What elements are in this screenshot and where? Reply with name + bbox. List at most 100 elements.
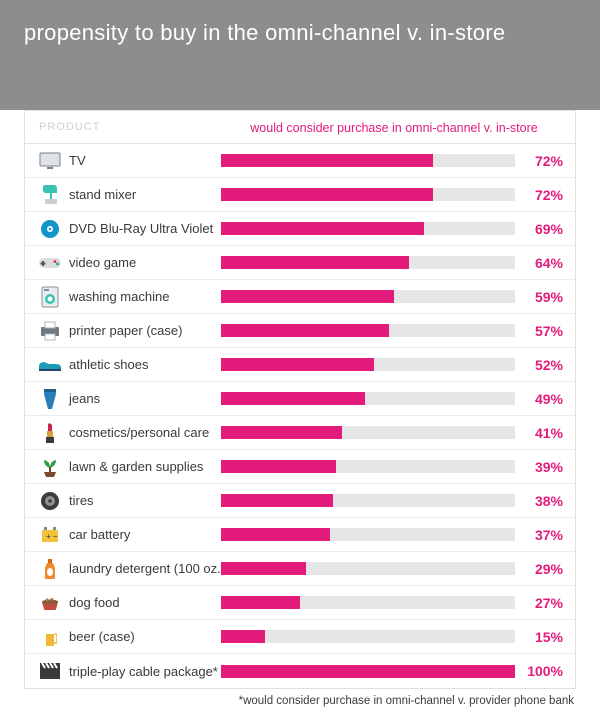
table-row: DVD Blu-Ray Ultra Violet69% (25, 212, 575, 246)
table-row: +−car battery37% (25, 518, 575, 552)
bar-cell (221, 528, 515, 541)
table-row: video game 64% (25, 246, 575, 280)
bar-fill (221, 358, 374, 371)
disc-icon (35, 219, 65, 239)
table-row: beer (case) 15% (25, 620, 575, 654)
row-label: laundry detergent (100 oz.) (65, 561, 221, 576)
chart-panel: PRODUCT would consider purchase in omni-… (24, 110, 576, 689)
tire-icon (35, 491, 65, 511)
bar-track (221, 665, 515, 678)
bar-fill (221, 494, 333, 507)
row-percent: 64% (515, 255, 563, 271)
row-label: jeans (65, 391, 221, 406)
table-row: jeans 49% (25, 382, 575, 416)
row-label: dog food (65, 595, 221, 610)
row-percent: 39% (515, 459, 563, 475)
bar-cell (221, 494, 515, 507)
bar-track (221, 460, 515, 473)
bar-track (221, 222, 515, 235)
lipstick-icon (35, 422, 65, 444)
table-row: tires 38% (25, 484, 575, 518)
bar-cell (221, 324, 515, 337)
jeans-icon (35, 388, 65, 410)
bar-track (221, 392, 515, 405)
bar-track (221, 358, 515, 371)
table-row: cosmetics/personal care41% (25, 416, 575, 450)
beer-icon (35, 626, 65, 648)
row-label: tires (65, 493, 221, 508)
svg-text:−: − (53, 532, 58, 541)
battery-icon: +− (35, 526, 65, 544)
bar-track (221, 528, 515, 541)
table-row: triple-play cable package*100% (25, 654, 575, 688)
row-label: car battery (65, 527, 221, 542)
bar-track (221, 188, 515, 201)
row-percent: 38% (515, 493, 563, 509)
bar-cell (221, 256, 515, 269)
row-label: lawn & garden supplies (65, 459, 221, 474)
bar-fill (221, 392, 365, 405)
row-percent: 49% (515, 391, 563, 407)
bar-fill (221, 188, 433, 201)
bar-track (221, 290, 515, 303)
bar-fill (221, 426, 342, 439)
bar-fill (221, 528, 330, 541)
gamepad-icon (35, 255, 65, 271)
row-percent: 15% (515, 629, 563, 645)
table-row: laundry detergent (100 oz.) 29% (25, 552, 575, 586)
row-label: printer paper (case) (65, 323, 221, 338)
bar-fill (221, 665, 515, 678)
row-label: washing machine (65, 289, 221, 304)
row-percent: 29% (515, 561, 563, 577)
bar-track (221, 494, 515, 507)
bar-fill (221, 256, 409, 269)
row-label: video game (65, 255, 221, 270)
bar-cell (221, 222, 515, 235)
bar-cell (221, 562, 515, 575)
bar-fill (221, 630, 265, 643)
bar-track (221, 426, 515, 439)
tv-icon (35, 152, 65, 170)
column-header-metric: would consider purchase in omni-channel … (225, 121, 561, 135)
table-row: stand mixer 72% (25, 178, 575, 212)
row-label: athletic shoes (65, 357, 221, 372)
page-title: propensity to buy in the omni-channel v.… (0, 0, 600, 68)
table-row: athletic shoes 52% (25, 348, 575, 382)
bar-track (221, 562, 515, 575)
row-percent: 52% (515, 357, 563, 373)
bar-track (221, 256, 515, 269)
bar-cell (221, 426, 515, 439)
row-label: triple-play cable package* (65, 664, 221, 679)
bar-cell (221, 665, 515, 678)
shoe-icon (35, 358, 65, 372)
bar-cell (221, 290, 515, 303)
bar-track (221, 324, 515, 337)
mixer-icon (35, 184, 65, 206)
bar-cell (221, 154, 515, 167)
bar-fill (221, 154, 433, 167)
bar-cell (221, 596, 515, 609)
washer-icon (35, 286, 65, 308)
row-label: stand mixer (65, 187, 221, 202)
bar-fill (221, 562, 306, 575)
row-percent: 72% (515, 187, 563, 203)
bar-fill (221, 596, 300, 609)
row-percent: 41% (515, 425, 563, 441)
bar-track (221, 154, 515, 167)
svg-text:+: + (46, 532, 51, 541)
table-row: washing machine 59% (25, 280, 575, 314)
table-row: lawn & garden supplies 39% (25, 450, 575, 484)
table-body: TV 72% stand mixer 72% DVD Blu-Ray Ultra Vio… (25, 144, 575, 688)
header-gap (0, 68, 600, 110)
row-percent: 72% (515, 153, 563, 169)
detergent-icon (35, 558, 65, 580)
table-row: dog food 27% (25, 586, 575, 620)
printer-icon (35, 321, 65, 341)
row-percent: 59% (515, 289, 563, 305)
row-label: beer (case) (65, 629, 221, 644)
row-percent: 57% (515, 323, 563, 339)
table-header: PRODUCT would consider purchase in omni-… (25, 111, 575, 144)
row-percent: 27% (515, 595, 563, 611)
plant-icon (35, 456, 65, 478)
row-label: TV (65, 153, 221, 168)
